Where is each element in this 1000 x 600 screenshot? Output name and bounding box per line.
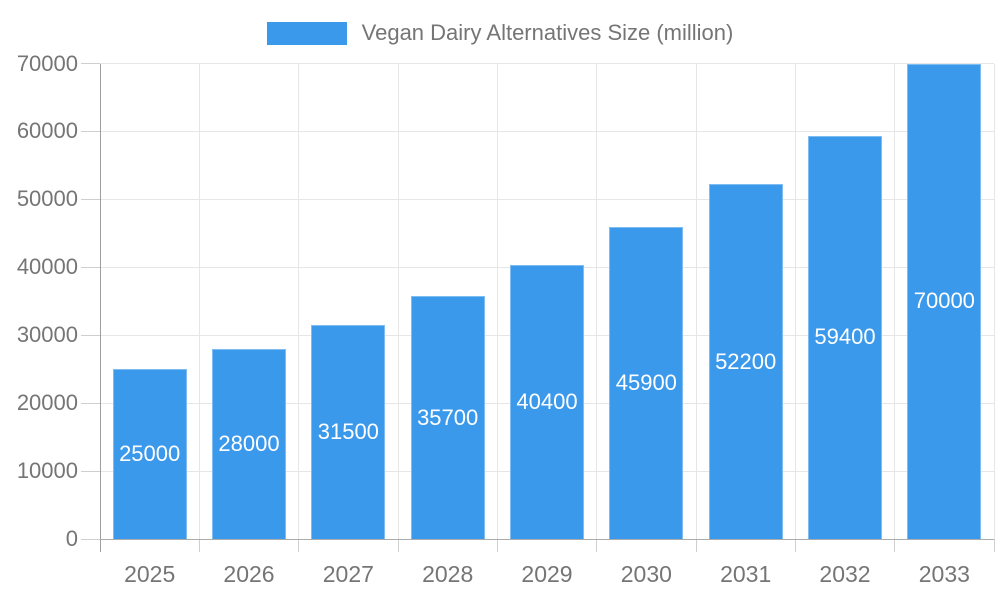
x-axis-label: 2032 — [819, 561, 871, 587]
bar-value-label: 70000 — [913, 288, 975, 314]
x-axis-tick — [397, 539, 399, 552]
bar-value-label: 25000 — [119, 441, 181, 467]
y-axis-label: 40000 — [16, 254, 78, 280]
gridline-horizontal — [100, 63, 994, 64]
bar[interactable] — [708, 184, 783, 539]
bar[interactable] — [212, 348, 286, 539]
bar[interactable] — [510, 264, 584, 539]
bar[interactable] — [311, 325, 386, 539]
bar-value-label: 40400 — [516, 388, 578, 414]
x-axis-tick — [198, 539, 200, 552]
y-axis-line — [99, 63, 101, 552]
x-axis-label: 2031 — [720, 561, 772, 587]
bar[interactable] — [112, 369, 187, 539]
x-axis-tick — [993, 539, 995, 552]
x-axis-label: 2033 — [918, 561, 970, 587]
bar[interactable] — [907, 63, 982, 539]
legend-swatch — [266, 21, 347, 45]
gridline-vertical — [496, 63, 498, 539]
x-axis-label: 2026 — [223, 561, 275, 587]
x-axis-tick — [596, 539, 598, 552]
x-axis-label: 2025 — [124, 561, 176, 587]
legend[interactable]: Vegan Dairy Alternatives Size (million) — [0, 20, 1000, 46]
y-axis-label: 0 — [65, 526, 78, 551]
y-axis-tick — [81, 130, 100, 132]
y-axis-label: 50000 — [16, 186, 78, 212]
y-axis-label: 10000 — [16, 458, 78, 484]
y-axis-tick — [81, 198, 100, 200]
y-axis-tick — [81, 538, 100, 540]
bar-value-label: 31500 — [317, 419, 379, 444]
y-axis-tick — [81, 63, 100, 64]
y-axis-label: 30000 — [16, 322, 78, 348]
y-axis-label: 20000 — [16, 390, 78, 416]
y-axis-label: 60000 — [16, 118, 78, 144]
gridline-horizontal — [100, 130, 994, 132]
bar[interactable] — [410, 296, 485, 539]
gridline-horizontal — [100, 198, 994, 200]
x-axis-tick — [794, 539, 796, 552]
x-axis-tick — [894, 539, 896, 552]
gridline-vertical — [298, 63, 300, 539]
x-axis-tick — [695, 539, 697, 552]
gridline-vertical — [894, 63, 896, 539]
y-axis-label: 70000 — [16, 50, 78, 76]
gridline-vertical — [993, 63, 995, 539]
y-axis-tick — [81, 266, 100, 268]
x-axis-label: 2029 — [521, 561, 573, 587]
bar[interactable] — [808, 135, 882, 539]
bar-value-label: 35700 — [417, 404, 479, 430]
legend-label: Vegan Dairy Alternatives Size (million) — [361, 20, 734, 45]
y-axis-tick — [81, 334, 100, 336]
y-axis-tick — [81, 402, 100, 404]
x-axis-line — [100, 538, 994, 540]
x-axis-label: 2027 — [322, 561, 374, 587]
x-axis-label: 2028 — [422, 561, 474, 587]
gridline-vertical — [397, 63, 399, 539]
bar-value-label: 52200 — [715, 348, 777, 374]
gridline-vertical — [596, 63, 598, 539]
bar-value-label: 45900 — [615, 370, 677, 396]
bar-value-label: 59400 — [814, 324, 876, 350]
gridline-vertical — [695, 63, 697, 539]
x-axis-tick — [298, 539, 300, 552]
gridline-vertical — [794, 63, 796, 539]
bar[interactable] — [609, 227, 684, 539]
bar-value-label: 28000 — [218, 430, 280, 456]
x-axis-tick — [496, 539, 498, 552]
gridline-vertical — [198, 63, 200, 539]
y-axis-tick — [81, 470, 100, 472]
x-axis-label: 2030 — [620, 561, 672, 587]
